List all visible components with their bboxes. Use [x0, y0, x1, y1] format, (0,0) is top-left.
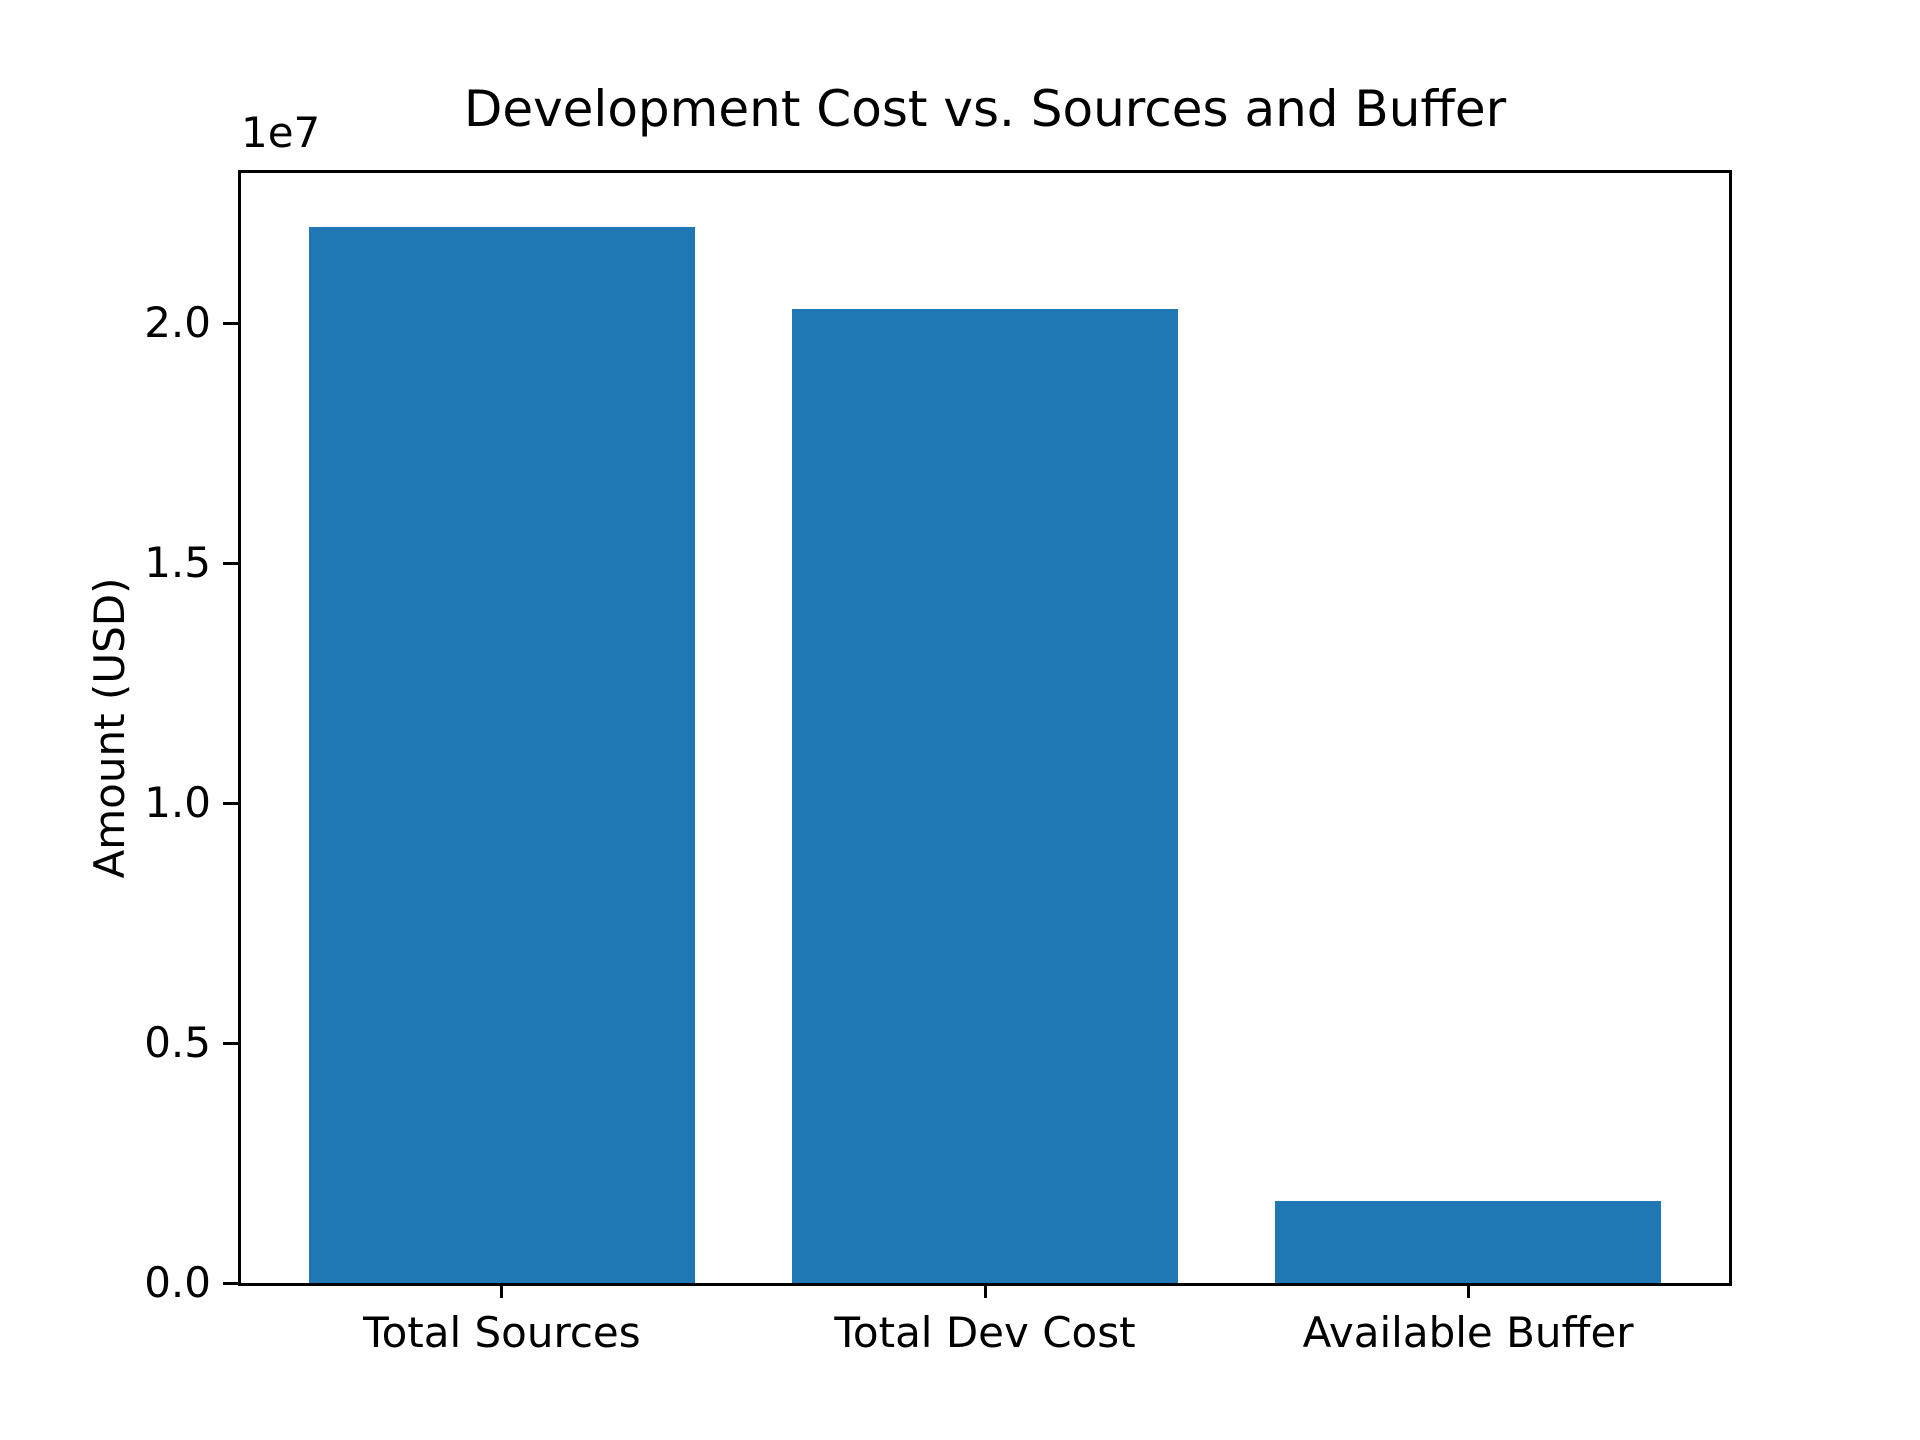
chart-title: Development Cost vs. Sources and Buffer	[463, 80, 1507, 138]
y-tick-label: 0.5	[144, 1018, 211, 1067]
bar-total-sources	[308, 227, 696, 1283]
y-axis-tick	[223, 321, 238, 325]
x-axis-tick	[500, 1283, 504, 1298]
y-axis-label: Amount (USD)	[85, 577, 134, 879]
x-axis-tick	[983, 1283, 987, 1298]
y-tick-label: 0.0	[144, 1258, 211, 1307]
y-axis-tick	[223, 1281, 238, 1285]
y-tick-label: 2.0	[144, 298, 211, 347]
x-axis-tick	[1466, 1283, 1470, 1298]
x-tick-label-available-buffer: Available Buffer	[1302, 1308, 1634, 1357]
x-tick-label-total-sources: Total Sources	[363, 1308, 641, 1357]
y-tick-label: 1.5	[144, 538, 211, 587]
y-axis-tick	[223, 561, 238, 565]
y-axis-offset-text: 1e7	[241, 108, 321, 157]
x-tick-label-total-dev-cost: Total Dev Cost	[834, 1308, 1136, 1357]
y-tick-label: 1.0	[144, 778, 211, 827]
bar-available-buffer	[1274, 1201, 1662, 1283]
bar-total-dev-cost	[791, 308, 1179, 1283]
y-axis-tick	[223, 1041, 238, 1045]
y-axis-tick	[223, 801, 238, 805]
